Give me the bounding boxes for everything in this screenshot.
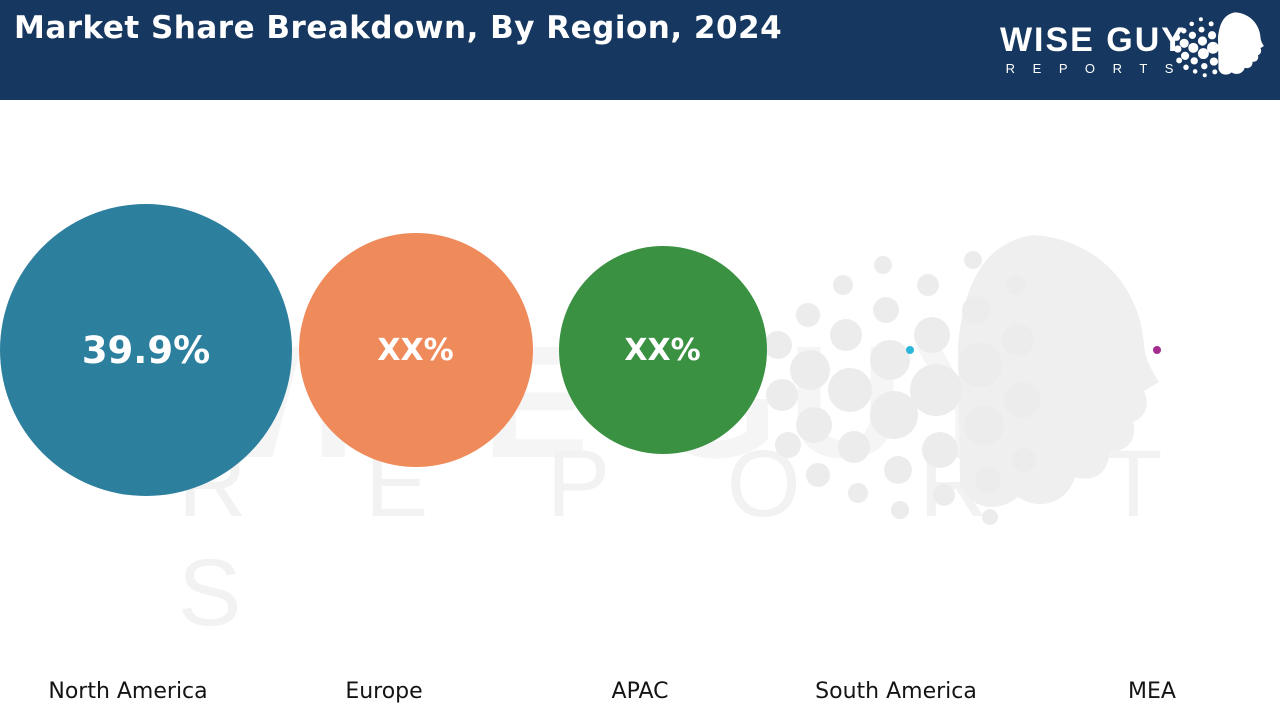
category-label-south-america: South America	[815, 679, 977, 704]
category-label-row: North America Europe APAC South America …	[0, 679, 1280, 704]
bubble-value-label: 39.9%	[81, 328, 211, 372]
bubble-north-america: 39.9%	[0, 204, 292, 496]
bubble-value-label: XX%	[377, 332, 454, 368]
category-label-north-america: North America	[48, 679, 208, 704]
category-label-mea: MEA	[1128, 679, 1176, 704]
brand-subtitle: R E P O R T S	[1005, 61, 1181, 77]
wise-guy-head-icon	[1173, 12, 1264, 78]
bubble-row: 39.9% XX% XX%	[0, 100, 1280, 600]
bubble-col-mea	[1033, 100, 1280, 600]
category-label-apac: APAC	[611, 679, 669, 704]
bubble-europe: XX%	[298, 233, 533, 467]
header: Market Share Breakdown, By Region, 2024 …	[0, 0, 1280, 100]
brand-logo-text: WISE GUY R E P O R T S	[999, 20, 1186, 77]
category-label-europe: Europe	[345, 679, 423, 704]
brand-name: WISE GUY	[999, 20, 1186, 59]
bubble-chart: WISE GUY R E P O R T S 39.9% XX%	[0, 100, 1280, 720]
bubble-value-label: XX%	[624, 332, 701, 368]
bubble-col-north-america: 39.9%	[0, 100, 292, 600]
brand-logo: WISE GUY R E P O R T S	[1000, 6, 1266, 92]
page-title: Market Share Breakdown, By Region, 2024	[14, 10, 783, 46]
bubble-col-apac: XX%	[539, 100, 786, 600]
bubble-col-south-america	[786, 100, 1033, 600]
bubble-col-europe: XX%	[292, 100, 539, 600]
bubble-south-america	[905, 346, 914, 354]
bubble-apac: XX%	[558, 246, 767, 454]
bubble-mea	[1152, 346, 1161, 354]
